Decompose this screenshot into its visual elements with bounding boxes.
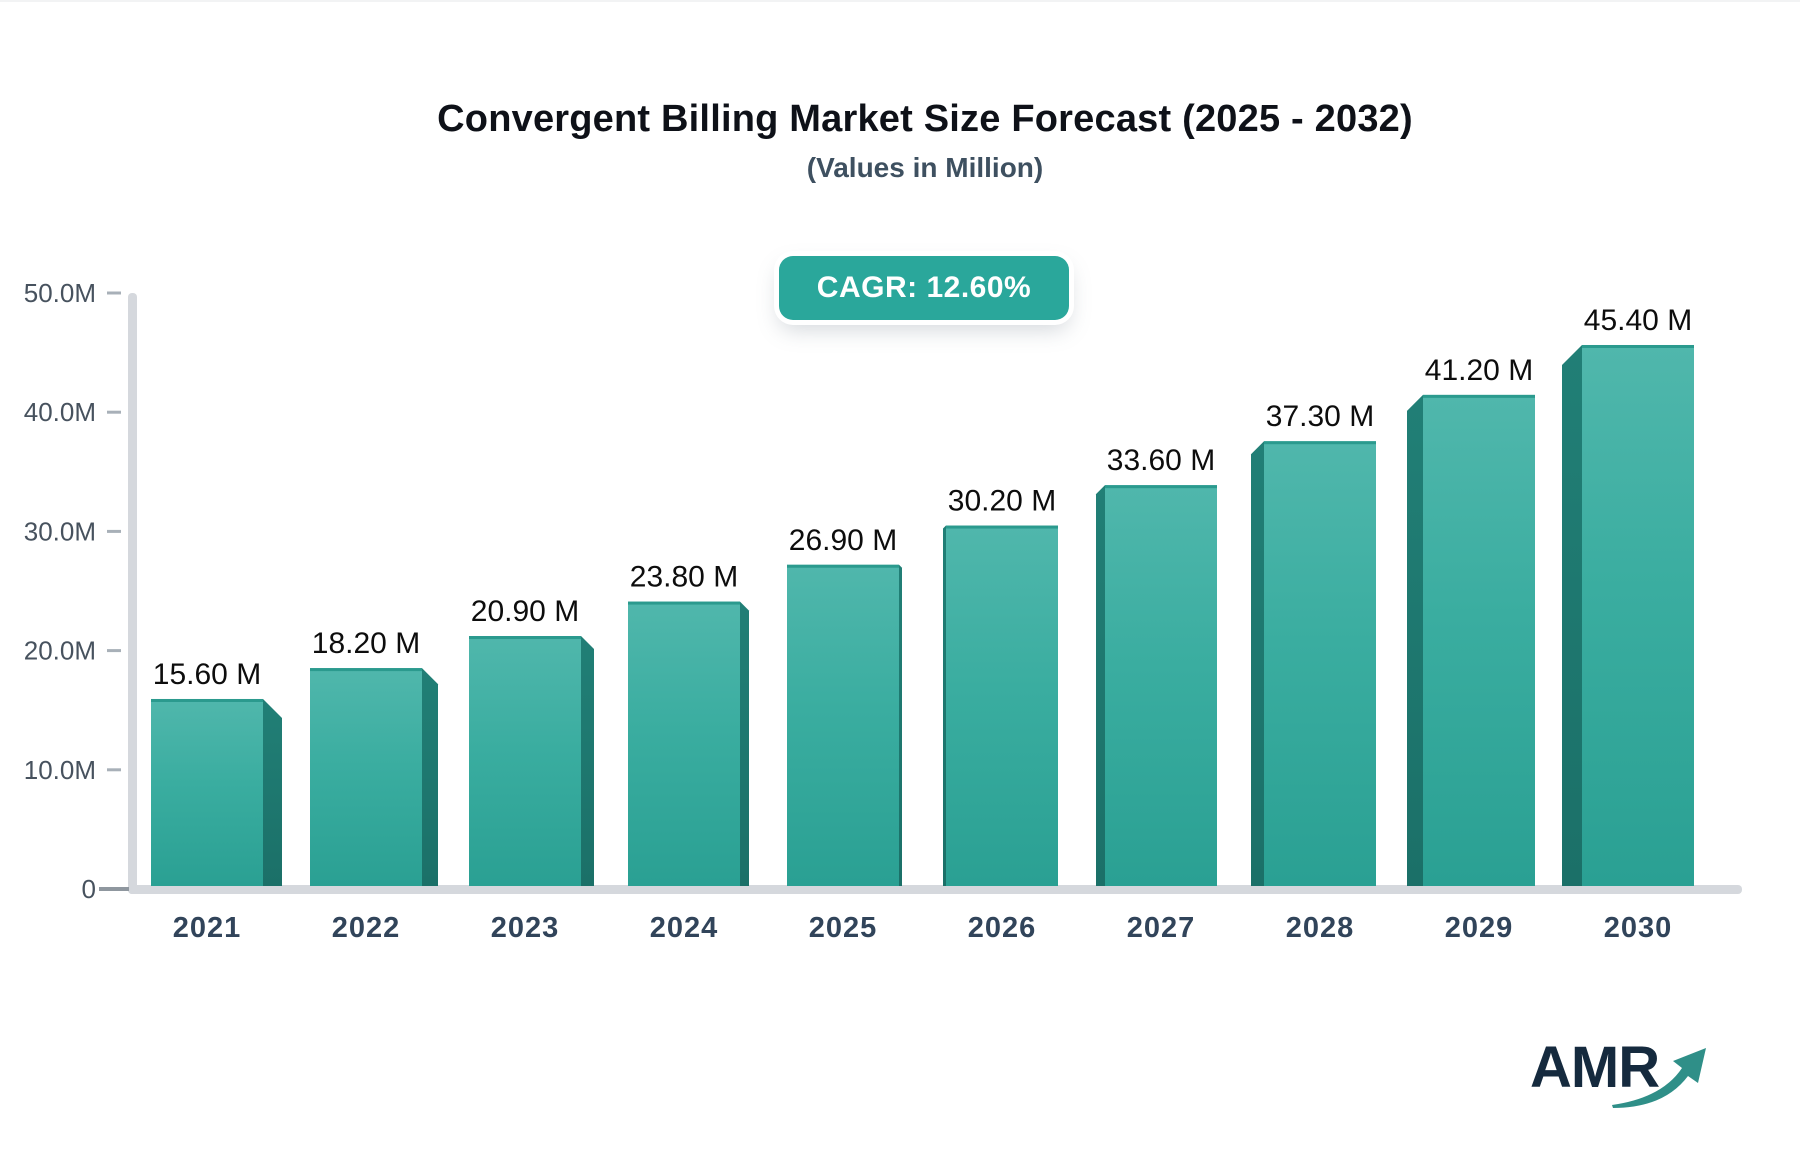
y-axis-line [128,293,137,894]
bar-side-3d [1096,485,1105,886]
axis-layer: 50.0M 40.0M 30.0M 20.0M 10.0M 0 [24,278,1742,904]
bar-group-2027: 33.60 M 2027 [1096,444,1217,944]
bar-group-2022: 18.20 M 2022 [310,627,438,944]
bar-side-3d [1562,344,1582,886]
bar-side-3d [1251,441,1264,886]
bar-value-label: 33.60 M [1107,444,1215,477]
x-axis-label: 2023 [491,912,560,944]
bar-value-label: 18.20 M [312,627,420,660]
bar-group-2026: 30.20 M 2026 [943,485,1058,944]
bar-group-2025: 26.90 M 2025 [787,524,902,944]
bar-value-label: 30.20 M [948,485,1056,518]
bar-face [1423,394,1535,886]
bar-top-edge [469,636,581,640]
bar-side-3d [1407,394,1423,886]
bar-value-label: 41.20 M [1425,354,1533,387]
y-axis-tick-label: 30.0M [24,516,96,546]
x-axis-label: 2026 [968,912,1037,944]
amr-logo: AMR [1528,1030,1758,1125]
x-axis-label: 2025 [809,912,878,944]
page-subtitle: (Values in Million) [806,152,1044,183]
bar-face [787,564,899,886]
bar-group-2028: 37.30 M 2028 [1251,400,1376,944]
bar-side-3d [740,601,749,886]
trend-up-arrow-icon [1612,1048,1706,1108]
cagr-badge: CAGR: 12.60% [779,256,1069,320]
bar-value-label: 20.90 M [471,595,579,628]
bar-top-edge [310,668,422,672]
bar-face [628,601,740,886]
bar-top-edge [1423,394,1535,398]
bar-side-3d [943,525,946,886]
x-axis-label: 2028 [1286,912,1355,944]
bar-group-2023: 20.90 M 2023 [469,595,594,944]
bar-value-label: 37.30 M [1266,400,1374,433]
bar-face [469,636,581,886]
x-axis-label: 2022 [332,912,401,944]
bar-top-edge [787,564,899,568]
bar-group-2029: 41.20 M 2029 [1407,354,1535,944]
x-axis-label: 2029 [1445,912,1514,944]
bar-group-2021: 15.60 M 2021 [151,658,282,944]
x-axis-label: 2021 [173,912,242,944]
x-axis-label: 2027 [1127,912,1196,944]
logo-text: AMR [1530,1035,1659,1100]
x-axis-label: 2030 [1604,912,1673,944]
bar-face [1105,485,1217,886]
bar-value-label: 23.80 M [630,561,738,594]
page-title: Convergent Billing Market Size Forecast … [437,98,1413,140]
bar-side-3d [263,698,282,886]
bar-face [1582,344,1694,886]
bar-side-3d [422,668,438,886]
bars-layer: 15.60 M 2021 18.20 M 2022 20.90 M 2023 23.80 M… [151,304,1694,944]
x-axis-line [128,885,1742,894]
bar-group-2024: 23.80 M 2024 [628,561,749,944]
bar-group-2030: 45.40 M 2030 [1562,304,1694,944]
bar-top-edge [946,525,1058,529]
y-axis-tick-label: 50.0M [24,278,96,308]
bar-top-edge [1582,344,1694,348]
bar-top-edge [1105,485,1217,489]
y-axis-tick-label: 0 [82,874,96,904]
y-axis-tick-label: 40.0M [24,397,96,427]
bar-value-label: 26.90 M [789,524,897,557]
bar-top-edge [151,698,263,702]
bar-top-edge [628,601,740,605]
bar-top-edge [1264,441,1376,445]
bar-side-3d [581,636,594,886]
x-axis-label: 2024 [650,912,719,944]
bar-side-3d [899,564,902,886]
bar-face [946,525,1058,886]
bar-value-label: 45.40 M [1584,304,1692,337]
bar-face [151,698,263,886]
bar-face [310,668,422,886]
bar-value-label: 15.60 M [153,658,261,691]
y-axis-tick-label: 10.0M [24,755,96,785]
bar-face [1264,441,1376,886]
y-axis-tick-label: 20.0M [24,636,96,666]
